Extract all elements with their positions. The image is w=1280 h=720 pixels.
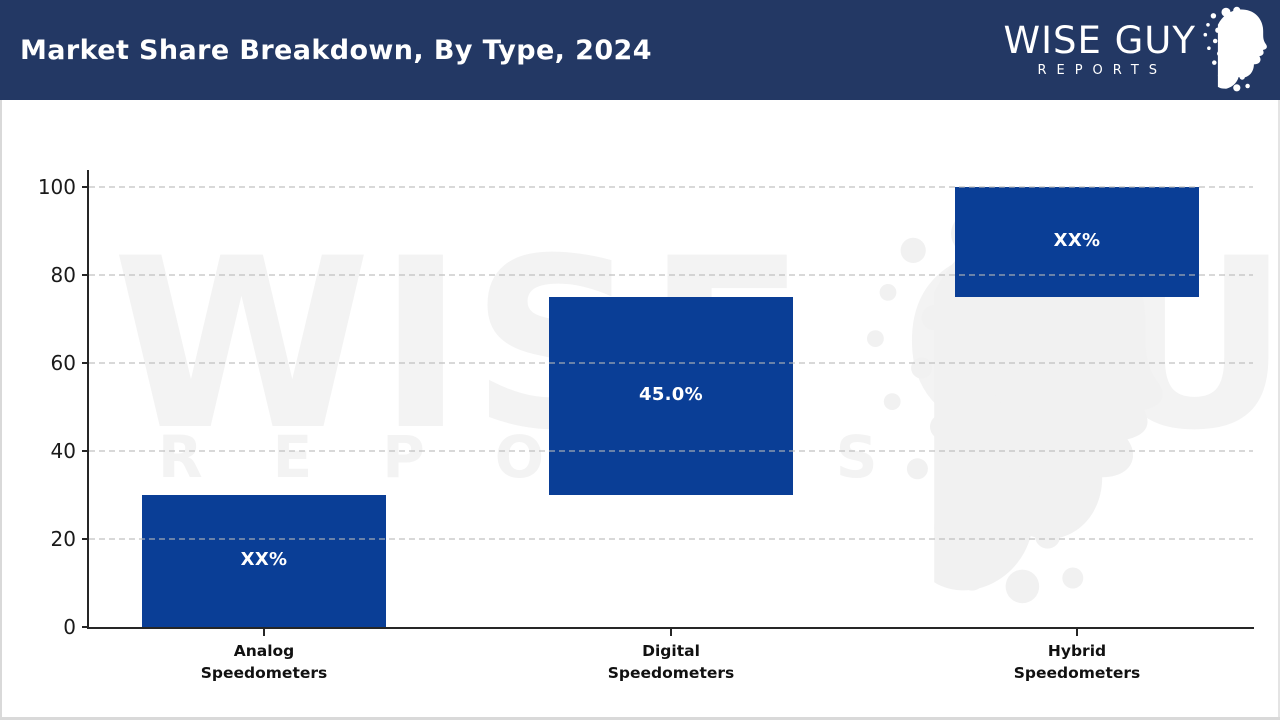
logo-reports-label: REPORTS <box>1037 63 1168 78</box>
category-label-line: Hybrid <box>1047 642 1107 660</box>
y-tick-label-60: 60 <box>50 351 76 375</box>
page-border-bottom <box>0 717 1280 720</box>
bar-value-label: 45.0% <box>639 384 703 405</box>
y-axis-spine <box>87 170 89 629</box>
chart-title: Market Share Breakdown, By Type, 2024 <box>20 34 652 66</box>
y-tick-20 <box>82 538 88 540</box>
bar-value-label: XX% <box>240 549 288 570</box>
x-axis-category-label: Analog Speedometers <box>104 640 424 684</box>
logo-text: WISE GUY REPORTS <box>1003 19 1196 79</box>
gridline-y-20 <box>89 538 1253 540</box>
page-border-right <box>1278 100 1280 720</box>
x-tick-0 <box>263 629 265 636</box>
y-tick-label-80: 80 <box>50 263 76 287</box>
category-label-line: Digital <box>642 642 700 660</box>
category-label-line: Speedometers <box>607 664 735 682</box>
category-label-line: Speedometers <box>200 664 328 682</box>
y-tick-60 <box>82 362 88 364</box>
y-tick-0 <box>82 626 88 628</box>
bar-value-label: XX% <box>1053 230 1101 251</box>
logo-head-icon <box>1203 6 1267 92</box>
y-tick-label-40: 40 <box>50 439 76 463</box>
category-label-line: Speedometers <box>1013 664 1141 682</box>
bar-analog-speedometers: XX% <box>142 495 386 627</box>
gridline-y-100 <box>89 186 1253 188</box>
y-tick-100 <box>82 186 88 188</box>
gridline-y-40 <box>89 450 1253 452</box>
page-border-left <box>0 100 2 720</box>
y-tick-label-0: 0 <box>63 615 76 639</box>
header-bar: Market Share Breakdown, By Type, 2024 WI… <box>0 0 1280 100</box>
logo-wiseguy-label: WISE GUY <box>1003 19 1196 62</box>
y-tick-label-100: 100 <box>37 175 76 199</box>
gridline-y-80 <box>89 274 1253 276</box>
bar-hybrid-speedometers: XX% <box>955 187 1199 297</box>
wiseguy-reports-logo: WISE GUY REPORTS <box>1004 0 1272 100</box>
bar-digital-speedometers: 45.0% <box>549 297 793 495</box>
x-axis-category-label: Hybrid Speedometers <box>917 640 1237 684</box>
y-tick-label-20: 20 <box>50 527 76 551</box>
x-axis-spine <box>87 627 1254 629</box>
y-tick-80 <box>82 274 88 276</box>
y-tick-40 <box>82 450 88 452</box>
x-tick-2 <box>1076 629 1078 636</box>
gridline-y-60 <box>89 362 1253 364</box>
x-axis-category-label: Digital Speedometers <box>511 640 831 684</box>
x-tick-1 <box>670 629 672 636</box>
category-label-line: Analog <box>233 642 295 660</box>
